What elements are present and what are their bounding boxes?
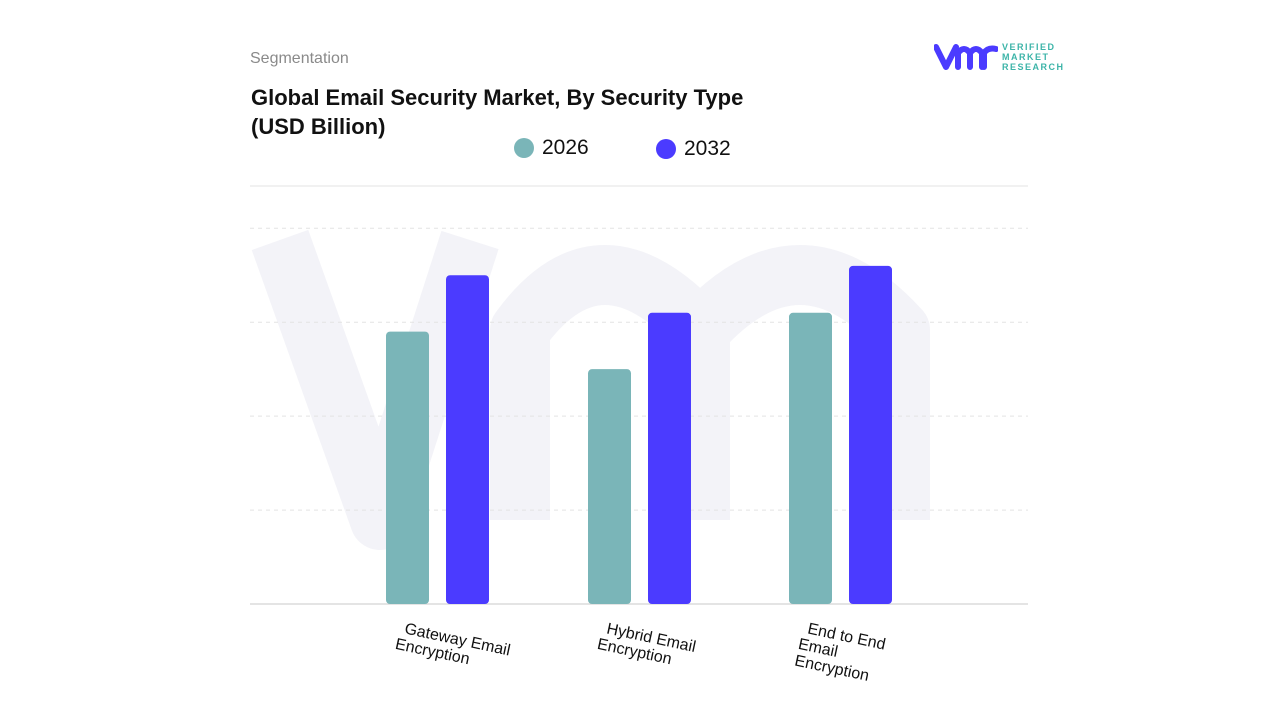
segment-label: Segmentation (250, 50, 349, 67)
legend-swatch-2026 (514, 138, 534, 158)
legend-label-2026: 2026 (542, 136, 589, 159)
bar-2026-2 (588, 369, 631, 604)
bar-2032-2 (648, 312, 691, 604)
legend-swatch-2032 (656, 139, 676, 159)
x-tick-label: Hybrid EmailEncryption (596, 619, 698, 672)
bar-2026-3 (789, 312, 832, 604)
bar-2026-1 (386, 331, 429, 604)
title-line-2: (USD Billion) (251, 114, 386, 139)
bar-2032-1 (446, 275, 489, 604)
x-tick-label: End to EndEmailEncryption (793, 619, 887, 687)
logo-text-3: RESEARCH (1002, 62, 1065, 72)
chart-title: Global Email Security Market, By Securit… (251, 83, 851, 141)
logo-text-1: VERIFIED (1002, 42, 1056, 52)
vmr-logo-mark (934, 44, 998, 70)
logo-text: VERIFIED MARKET RESEARCH (1002, 42, 1065, 72)
legend-label-2032: 2032 (684, 137, 731, 160)
legend-item-2032: 2032 (656, 137, 731, 161)
logo-text-2: MARKET (1002, 52, 1050, 62)
x-tick-label: Gateway EmailEncryption (394, 619, 512, 676)
vmr-logo: VERIFIED MARKET RESEARCH (934, 42, 1065, 72)
title-line-1: Global Email Security Market, By Securit… (251, 85, 744, 110)
bar-2032-3 (849, 265, 892, 604)
legend-item-2026: 2026 (514, 136, 589, 160)
